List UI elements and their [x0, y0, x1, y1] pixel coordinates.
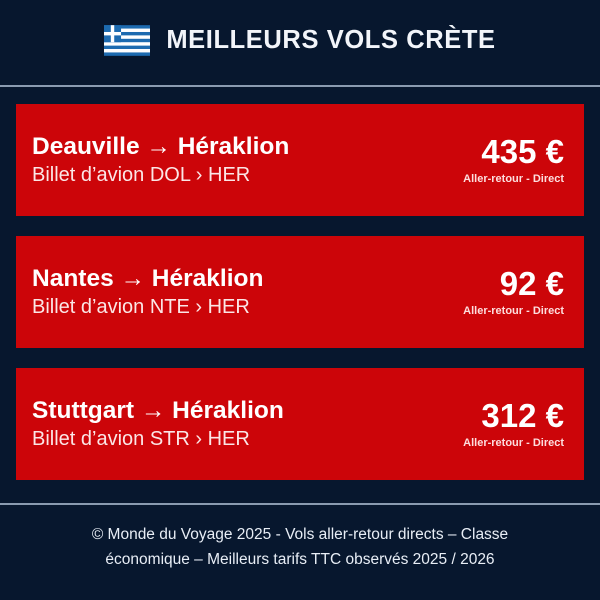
- footer-line-2: économique – Meilleurs tarifs TTC observ…: [105, 550, 495, 568]
- flight-card[interactable]: Stuttgart → Héraklion Billet d’avion STR…: [16, 368, 584, 480]
- greece-flag-icon: [104, 25, 151, 56]
- flight-price-note: Aller-retour - Direct: [463, 173, 564, 185]
- flight-price-note: Aller-retour - Direct: [463, 305, 564, 317]
- page-footer: © Monde du Voyage 2025 - Vols aller-reto…: [0, 503, 600, 600]
- flight-price: 312 €: [481, 397, 564, 434]
- footer-text: © Monde du Voyage 2025 - Vols aller-reto…: [0, 505, 600, 573]
- flight-price: 435 €: [481, 133, 564, 170]
- flight-price-block: 92 € Aller-retour - Direct: [463, 267, 568, 317]
- flight-route: Stuttgart → Héraklion: [32, 396, 284, 424]
- flight-ticket-line: Billet d’avion STR › HER: [32, 428, 250, 451]
- footer-line-1: © Monde du Voyage 2025 - Vols aller-reto…: [91, 526, 509, 543]
- flight-price-block: 435 € Aller-retour - Direct: [463, 135, 568, 185]
- flight-info: Nantes → Héraklion Billet d’avion NTE › …: [32, 264, 264, 319]
- flight-price: 92 €: [499, 265, 564, 302]
- footer-divider: [0, 503, 600, 505]
- flight-route: Deauville → Héraklion: [32, 132, 290, 160]
- flight-ticket-line: Billet d’avion DOL › HER: [32, 164, 251, 187]
- page-title: MEILLEURS VOLS CRÈTE: [166, 25, 496, 54]
- flight-ticket-line: Billet d’avion NTE › HER: [32, 296, 250, 319]
- flight-price-note: Aller-retour - Direct: [463, 437, 564, 449]
- flight-info: Deauville → Héraklion Billet d’avion DOL…: [32, 132, 290, 187]
- flight-info: Stuttgart → Héraklion Billet d’avion STR…: [32, 396, 284, 451]
- flight-card[interactable]: Nantes → Héraklion Billet d’avion NTE › …: [16, 236, 584, 348]
- flight-card[interactable]: Deauville → Héraklion Billet d’avion DOL…: [16, 104, 584, 216]
- flight-list: Deauville → Héraklion Billet d’avion DOL…: [0, 87, 600, 480]
- header-divider: [0, 85, 600, 87]
- flight-route: Nantes → Héraklion: [32, 264, 264, 292]
- flight-price-block: 312 € Aller-retour - Direct: [463, 399, 568, 449]
- page-header: MEILLEURS VOLS CRÈTE: [0, 0, 600, 85]
